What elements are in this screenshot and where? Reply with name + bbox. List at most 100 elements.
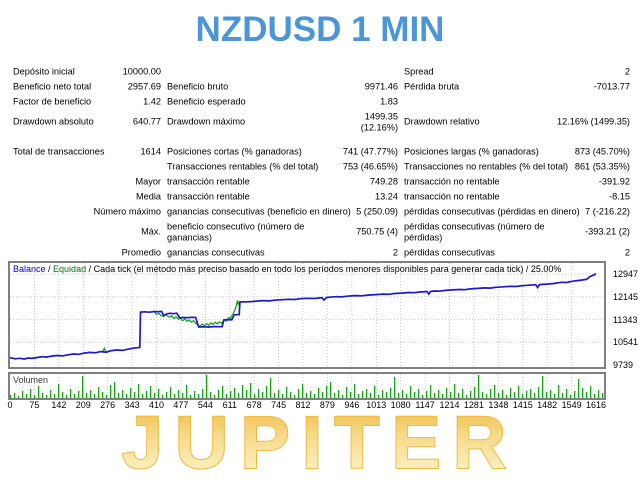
volume-bar (298, 389, 300, 398)
x-axis-tick-label: 1147 (415, 400, 435, 410)
x-axis-tick-label: 745 (271, 400, 287, 410)
stat-label: Factor de beneficio (13, 96, 92, 107)
stat-value: -393.21 (2) (585, 226, 630, 237)
y-axis-tick-label: 11343 (613, 314, 638, 325)
volume-bar (10, 395, 12, 398)
volume-bar (306, 393, 308, 398)
volume-bar (202, 389, 204, 398)
volume-bar (378, 395, 380, 398)
volume-bar (542, 376, 544, 398)
stat-label: Beneficio bruto (167, 81, 229, 92)
stat-label: Depósito inicial (13, 66, 75, 77)
stat-value: 1614 (140, 146, 161, 157)
volume-bar (450, 392, 452, 398)
stat-value: 12.16% (1499.35) (556, 116, 630, 127)
volume-bar (486, 394, 488, 398)
stat-value: 750.75 (4) (356, 226, 398, 237)
volume-bar (234, 388, 236, 398)
stat-value: 2 (624, 247, 630, 258)
stat-label: transacción no rentable (404, 191, 500, 202)
stat-value: 9971.46 (364, 81, 398, 92)
volume-bar (146, 391, 148, 398)
volume-bar (230, 391, 232, 398)
x-axis-tick-label: 276 (100, 400, 116, 410)
stat-value: 2 (392, 247, 398, 258)
stat-label: Beneficio esperado (167, 96, 246, 107)
stat-label: Transacciones rentables (% del total) (167, 161, 319, 172)
stat-value: -8.15 (609, 191, 630, 202)
volume-bar (198, 394, 200, 398)
stat-value: 1499.35 (12.16%) (360, 111, 398, 132)
stat-row: Total de transacciones 1614 Posiciones cor… (13, 144, 630, 159)
volume-bar (54, 394, 56, 398)
y-axis-tick-label: 10541 (613, 337, 639, 348)
volume-bar (502, 390, 504, 398)
volume-bar (338, 390, 340, 398)
volume-bar (414, 392, 416, 398)
x-axis-tick-label: 1616 (585, 400, 607, 410)
x-axis-tick-label: 343 (124, 400, 140, 410)
x-axis-tick-label: 1214 (439, 400, 460, 410)
equity-line (101, 346, 107, 353)
volume-bar (78, 391, 80, 398)
chart-header-part: / (45, 264, 54, 274)
volume-bar (382, 390, 384, 398)
stat-value: Mayor (135, 176, 161, 187)
volume-bar (254, 394, 256, 398)
y-axis-tick-label: 12145 (613, 291, 639, 302)
volume-bar (170, 387, 172, 398)
volume-bar (562, 393, 564, 398)
stat-label: ganancias consecutivas (167, 247, 265, 258)
statistics-table: Depósito inicial 10000.00 Spread 2 Beneficio… (13, 64, 630, 260)
volume-bar (394, 377, 396, 398)
volume-bar (126, 394, 128, 398)
volume-bar (42, 393, 44, 398)
volume-bar (318, 388, 320, 398)
volume-bar (14, 393, 16, 398)
volume-chart-svg (10, 374, 604, 398)
stat-value: Número máximo (93, 206, 161, 217)
volume-bar (118, 393, 120, 398)
volume-bar (546, 392, 548, 398)
volume-bar (334, 393, 336, 398)
chart-header-part: Balance (13, 264, 46, 274)
volume-bar (34, 395, 36, 398)
volume-bar (358, 394, 360, 398)
stat-label: Drawdown máximo (167, 116, 246, 127)
stat-value: 2957.69 (127, 81, 161, 92)
volume-bar (114, 382, 116, 398)
stat-row: Máx. beneficio consecutivo (número de gan… (13, 219, 630, 245)
x-axis-tick-label: 1482 (537, 400, 558, 410)
stat-value: 1.83 (380, 96, 398, 107)
stat-row: Número máximo ganancias consecutivas (ben… (13, 204, 630, 219)
volume-bar (142, 394, 144, 398)
volume-bar (158, 389, 160, 398)
stat-label: transacción rentable (167, 191, 250, 202)
y-axis-tick-label: 12947 (613, 269, 639, 279)
jupiter-watermark: JUPITER (121, 405, 519, 480)
volume-bar (22, 391, 24, 398)
volume-bar (518, 386, 520, 398)
x-axis-tick-label: 0 (7, 400, 13, 410)
volume-bar (402, 390, 404, 398)
x-axis-tick-label: 209 (75, 400, 91, 410)
volume-bar (570, 395, 572, 398)
volume-bar (390, 388, 392, 398)
stat-value: Media (135, 191, 161, 202)
volume-bar (466, 395, 468, 398)
volume-bar (194, 391, 196, 398)
volume-bar (362, 391, 364, 398)
volume-bar (354, 384, 356, 398)
stat-value: 741 (47.77%) (342, 146, 398, 157)
volume-bar (250, 383, 252, 398)
volume-bar (510, 388, 512, 398)
x-axis-tick-label: 611 (222, 400, 237, 410)
volume-bar (122, 390, 124, 398)
volume-bar (214, 395, 216, 398)
volume-bar (86, 393, 88, 398)
volume-bar (438, 390, 440, 398)
volume-bar (314, 394, 316, 398)
stat-value: Máx. (141, 226, 161, 237)
watermark-text: JUPITER (122, 405, 519, 480)
volume-bar (482, 392, 484, 398)
